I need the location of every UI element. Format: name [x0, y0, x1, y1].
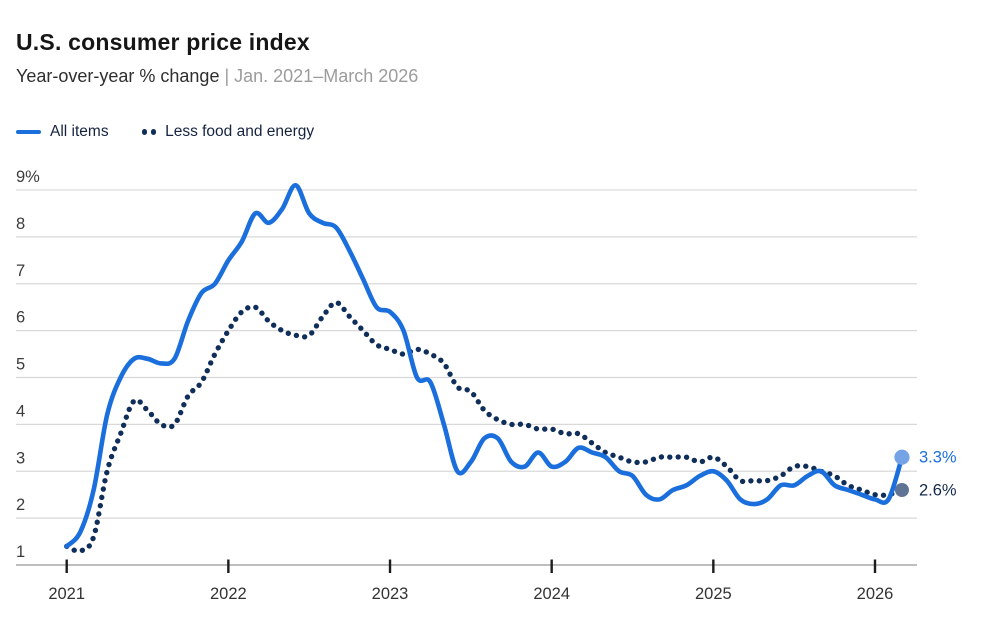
y-tick-label: 3: [16, 449, 25, 467]
less-food-energy-line: [64, 299, 905, 554]
chart-title: U.S. consumer price index: [16, 29, 310, 55]
y-tick-label: 8: [16, 215, 25, 233]
y-tick-label: 7: [16, 262, 25, 280]
subtitle-measure: Year-over-year % change: [16, 66, 220, 86]
x-tick-label: 2023: [372, 585, 409, 603]
subtitle-separator: |: [224, 66, 230, 86]
legend-label-less-food-energy: Less food and energy: [165, 123, 315, 140]
x-tick-label: 2025: [695, 585, 732, 603]
all-items-line-swatch: [16, 129, 41, 135]
x-tick-label: 2022: [210, 585, 247, 603]
all-items-end-dot: [894, 449, 910, 465]
y-tick-label: 4: [16, 402, 25, 420]
y-tick-label: 9%: [16, 168, 40, 186]
x-tick-label: 2021: [48, 585, 85, 603]
less-food-energy-dots-swatch: [141, 129, 157, 135]
less-food-energy-end-label: 2.6%: [919, 482, 957, 500]
legend-item-all-items: All items: [16, 123, 109, 141]
x-tick-label: 2024: [533, 585, 570, 603]
all-items-line: [64, 183, 905, 549]
legend-label-all-items: All items: [50, 123, 109, 140]
all-items-end-label: 3.3%: [919, 449, 957, 467]
legend: All items Less food and energy: [16, 123, 314, 141]
x-tick-label: 2026: [857, 585, 894, 603]
y-tick-label: 2: [16, 496, 25, 514]
y-tick-label: 5: [16, 356, 25, 374]
less-food-energy-end-dot: [894, 483, 909, 497]
y-tick-label: 1: [16, 543, 25, 561]
y-tick-label: 6: [16, 309, 25, 327]
legend-item-less-food-energy: Less food and energy: [141, 123, 315, 141]
subtitle-date-range: Jan. 2021–March 2026: [234, 66, 419, 86]
chart-subtitle: Year-over-year % change | Jan. 2021–March …: [16, 66, 418, 87]
